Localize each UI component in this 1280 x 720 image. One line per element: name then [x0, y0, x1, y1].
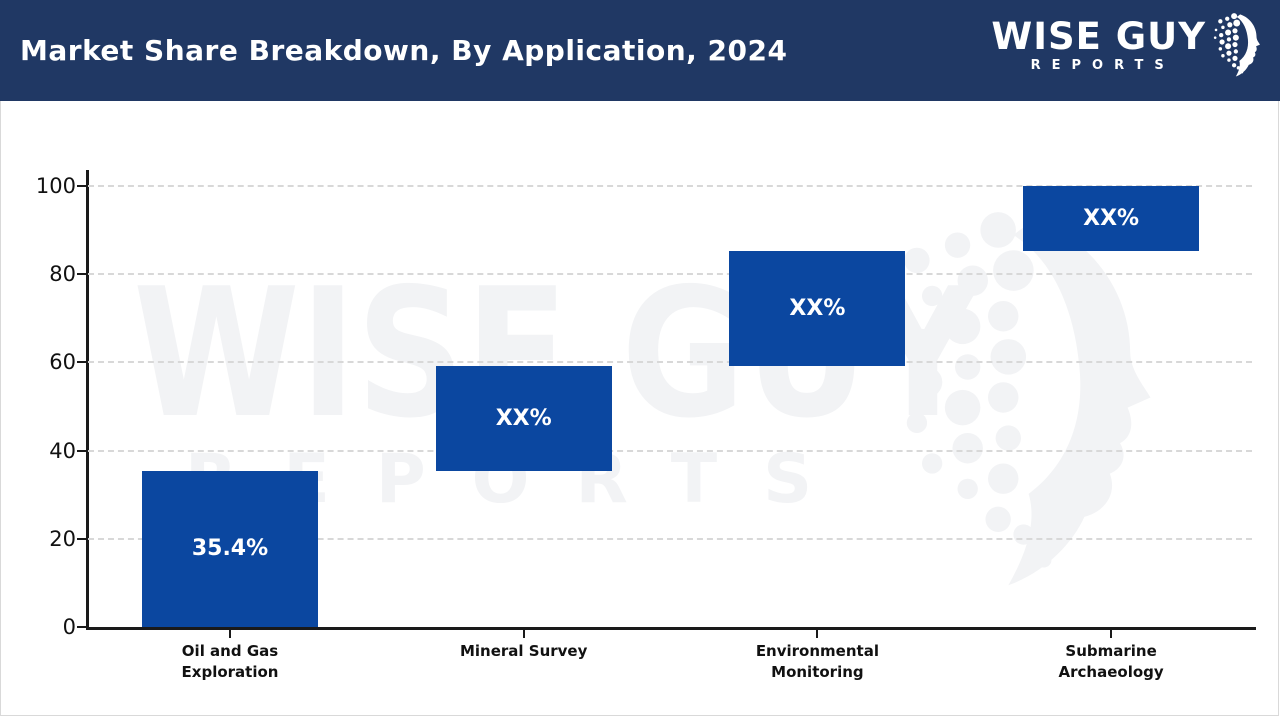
x-axis-label-line: Environmental	[755, 642, 879, 660]
x-tick	[522, 629, 525, 638]
x-axis-label-line: Mineral Survey	[459, 642, 588, 660]
bar-value-label: XX%	[789, 296, 846, 322]
gridline	[88, 449, 1252, 452]
y-tick	[77, 626, 86, 628]
y-axis-line	[86, 170, 89, 629]
page-title: Market Share Breakdown, By Application, …	[20, 34, 788, 67]
bar-segment: XX%	[1023, 186, 1200, 252]
bar-segment: XX%	[435, 366, 612, 471]
x-tick	[1110, 629, 1113, 638]
y-tick	[77, 449, 86, 452]
y-tick	[77, 185, 86, 187]
x-axis-label-line: Oil and Gas	[181, 642, 279, 660]
bar-value-label: XX%	[495, 406, 552, 432]
x-axis-label-line: Submarine	[1065, 642, 1157, 660]
y-tick-label: 100	[35, 174, 76, 198]
x-tick	[229, 629, 231, 638]
x-axis-label: Environmental Monitoring	[707, 641, 927, 683]
logo-text: WISE GUY REPORTS	[991, 18, 1206, 73]
y-tick-label: 0	[62, 615, 76, 639]
x-axis-line	[86, 627, 1256, 630]
gridline	[88, 537, 1252, 540]
y-tick-label: 20	[49, 526, 76, 551]
x-tick	[816, 629, 819, 638]
y-tick-label: 60	[49, 350, 76, 375]
x-axis-label: Submarine Archaeology	[1001, 641, 1221, 683]
bar-segment: 35.4%	[142, 470, 318, 627]
gridline	[88, 361, 1252, 364]
y-tick	[77, 537, 86, 540]
x-axis-label-line: Exploration	[181, 663, 279, 681]
logo-wiseguy-text: WISE GUY	[991, 14, 1206, 58]
wiseguy-logo: WISE GUY REPORTS	[991, 12, 1266, 78]
x-axis-label-line: Monitoring	[771, 663, 864, 681]
y-tick-label: 40	[49, 438, 76, 463]
wiseguy-head-icon	[1210, 12, 1266, 78]
bar-value-label: 35.4%	[191, 536, 269, 562]
x-axis-label-line: Archaeology	[1058, 663, 1164, 681]
y-tick	[77, 273, 86, 276]
gridline	[88, 185, 1252, 187]
bar-segment: XX%	[729, 251, 906, 367]
gridline	[88, 273, 1252, 276]
bar-value-label: XX%	[1083, 206, 1140, 232]
header-bar: Market Share Breakdown, By Application, …	[0, 0, 1280, 101]
y-tick-label: 80	[49, 262, 76, 287]
x-axis-label: Oil and Gas Exploration	[120, 641, 340, 683]
y-tick	[77, 361, 86, 364]
x-axis-label: Mineral Survey	[414, 641, 634, 662]
logo-reports-text: REPORTS	[1030, 57, 1175, 73]
